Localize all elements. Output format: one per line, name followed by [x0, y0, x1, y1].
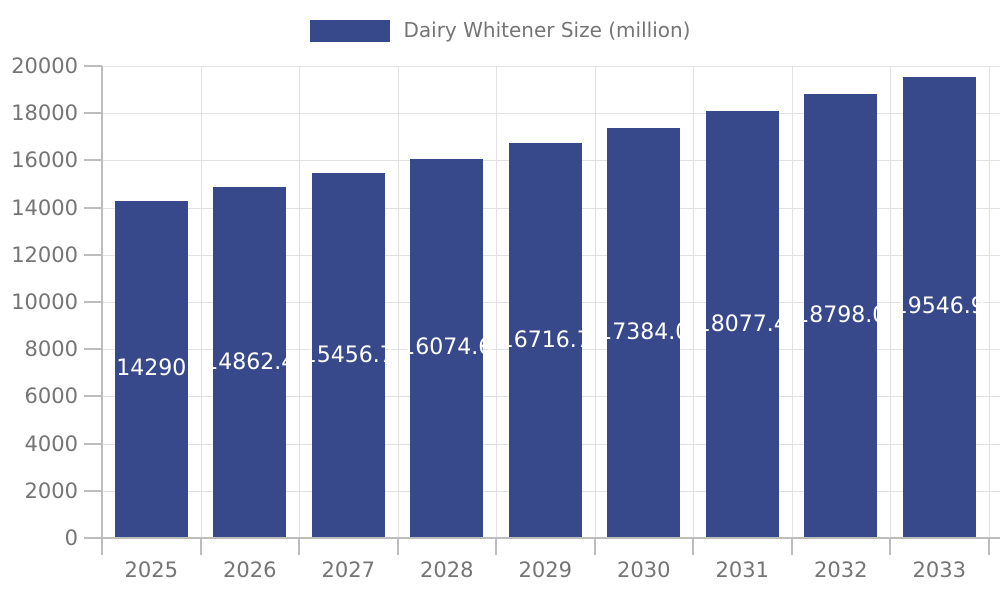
bar-2028: [410, 158, 484, 538]
y-axis-tick-label: 20000: [11, 54, 78, 78]
y-axis-tick-label: 0: [64, 526, 78, 550]
bar-2029: [508, 143, 582, 538]
x-axis-tick: [298, 538, 300, 555]
legend-swatch: [309, 19, 390, 42]
bar-2025: [114, 200, 188, 538]
x-axis-tick: [199, 538, 202, 555]
bar-value-label: 16716.7: [499, 327, 591, 353]
y-axis-tick: [84, 253, 102, 256]
x-axis-tick: [101, 538, 103, 555]
y-axis-tick: [84, 395, 102, 398]
x-axis-line: [84, 537, 1000, 539]
y-axis-tick: [84, 301, 102, 303]
legend-label: Dairy Whitener Size (million): [403, 18, 691, 42]
gridline-horizontal: [102, 66, 1000, 67]
y-axis-tick-label: 14000: [11, 195, 78, 220]
y-axis-tick: [84, 348, 102, 351]
y-axis-tick-label: 18000: [11, 101, 78, 126]
y-axis-tick: [84, 489, 102, 492]
x-axis-tick-label: 2032: [814, 558, 868, 582]
y-axis-tick-label: 16000: [11, 148, 78, 173]
y-axis-tick: [84, 159, 102, 162]
x-axis-tick: [495, 538, 497, 555]
x-axis-tick: [692, 538, 694, 555]
x-axis-tick-label: 2033: [912, 558, 966, 582]
x-axis-tick-label: 2031: [715, 558, 769, 582]
x-axis-tick: [790, 538, 793, 555]
bar-2032: [804, 94, 878, 538]
bar-value-label: 18077.4: [696, 311, 788, 337]
x-axis-tick: [593, 538, 596, 555]
y-axis-tick-label: 8000: [24, 337, 78, 362]
y-axis-tick: [84, 206, 102, 209]
x-axis-tick-label: 2026: [223, 558, 277, 582]
y-axis-tick: [84, 65, 102, 67]
y-axis-tick-label: 2000: [24, 478, 78, 503]
bar-value-label: 14862.4: [204, 349, 296, 375]
x-axis-tick: [889, 538, 891, 555]
y-axis-tick-label: 6000: [24, 384, 78, 409]
bar-2030: [607, 127, 681, 538]
plot-area: 14290 14862.4 15456.7 16074.6 16716.7 17384.0…: [11, 54, 1000, 582]
bar-value-label: 16074.6: [401, 335, 493, 361]
x-axis-tick-label: 2028: [420, 558, 474, 582]
bar-2026: [213, 187, 287, 538]
x-axis-tick: [987, 538, 990, 555]
x-axis-tick-label: 2025: [124, 558, 178, 582]
bar-2027: [311, 173, 385, 538]
x-axis-tick: [396, 538, 399, 555]
gridline-horizontal: [102, 113, 1000, 115]
x-axis-tick-label: 2029: [518, 558, 572, 582]
y-axis-line: [101, 66, 103, 555]
x-axis-tick-label: 2030: [617, 558, 671, 582]
y-axis-tick-label: 10000: [11, 290, 78, 314]
bar-2031: [705, 111, 779, 538]
y-axis-tick: [84, 442, 102, 445]
bar-value-label: 19546.9: [893, 294, 985, 320]
bar-value-label: 17384.0: [598, 319, 690, 345]
bar-2033: [902, 76, 976, 538]
bar-value-label: 18798.0: [795, 303, 887, 329]
y-axis-tick-label: 12000: [11, 242, 78, 267]
y-axis-tick: [84, 112, 102, 115]
bar-value-label: 15456.7: [302, 342, 394, 368]
y-axis-tick-label: 4000: [24, 431, 78, 456]
x-axis-tick-label: 2027: [321, 558, 375, 582]
y-axis-tick: [84, 537, 102, 539]
legend: Dairy Whitener Size (million): [0, 19, 1000, 42]
bar-value-label: 14290: [116, 356, 187, 382]
